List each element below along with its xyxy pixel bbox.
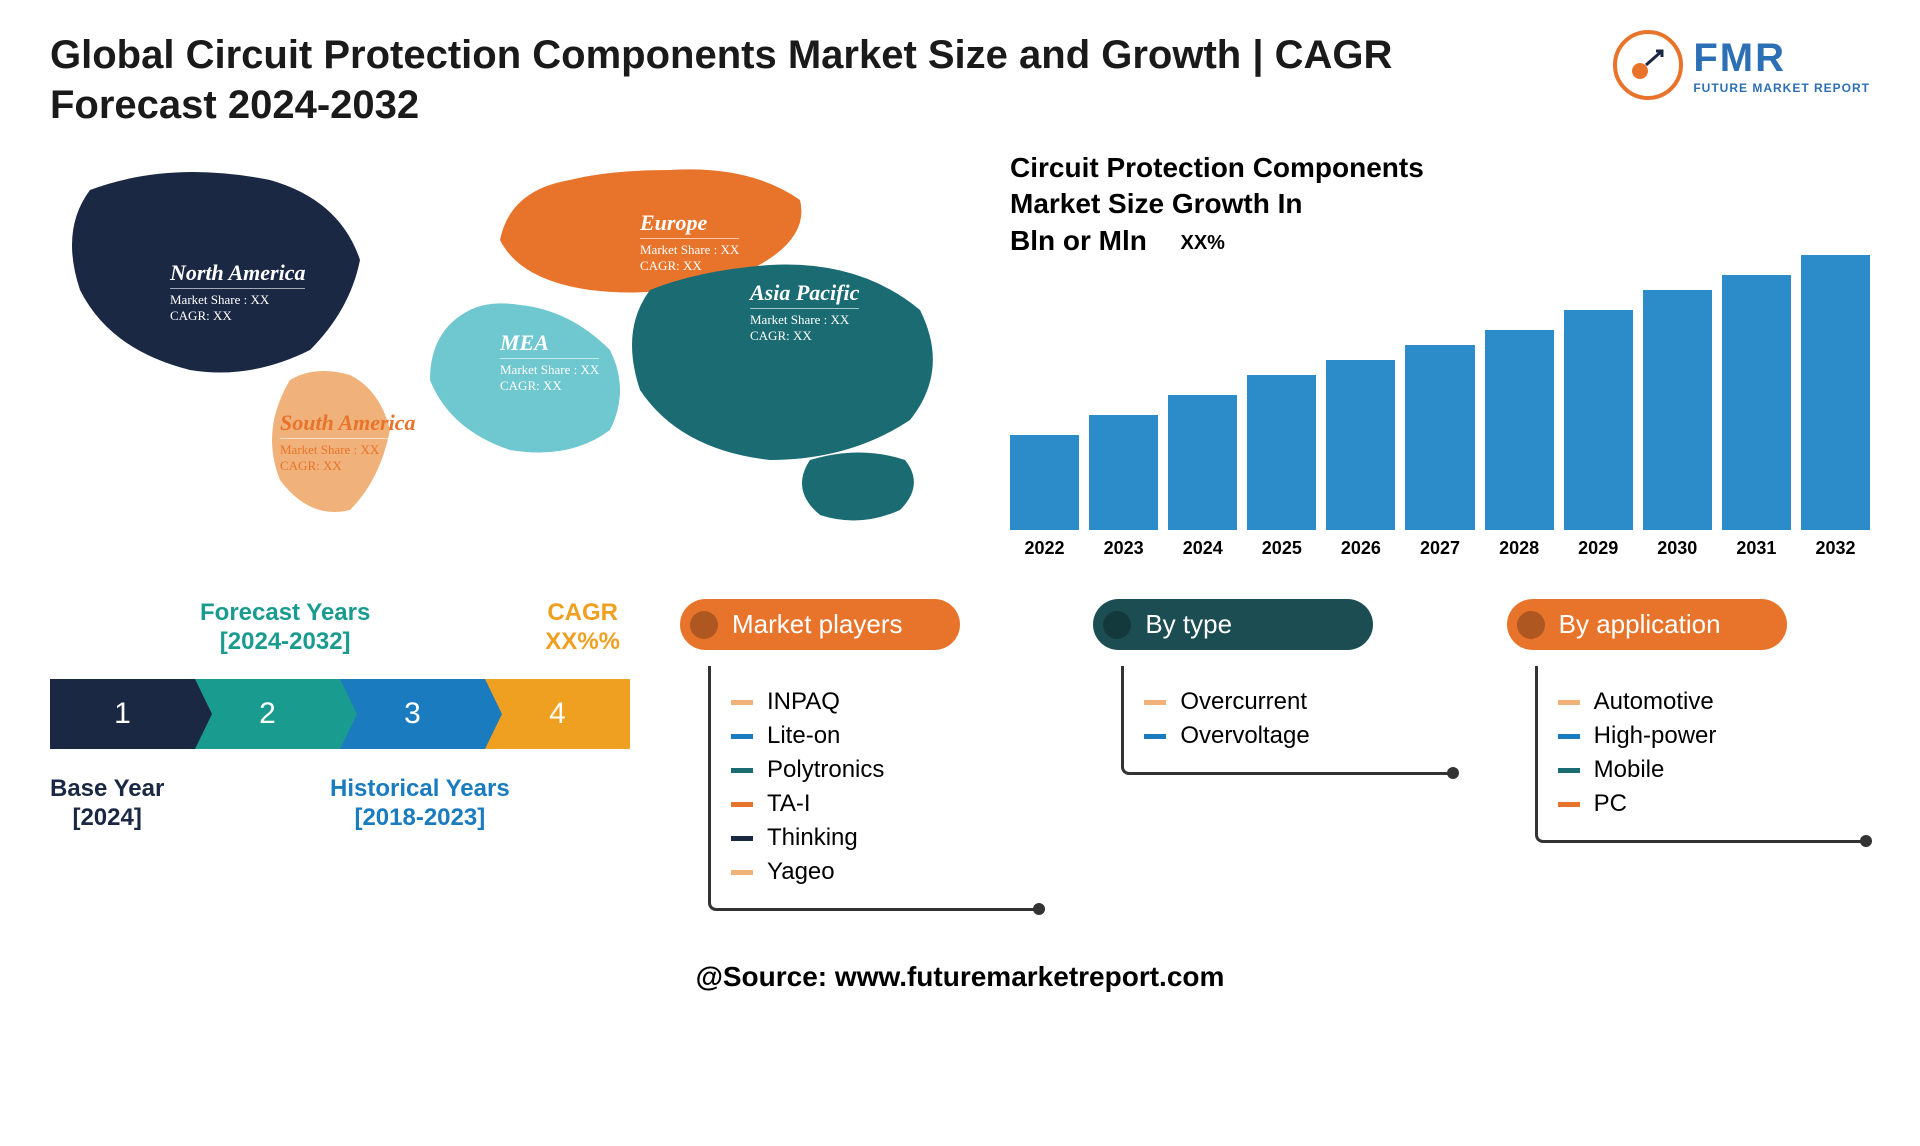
- bar-2024: XX%2024: [1168, 395, 1237, 559]
- category-0: Market players INPAQ Lite-on Polytronics TA-…: [680, 599, 1043, 911]
- bar-2022: 2022: [1010, 435, 1079, 559]
- bar-2028: 2028: [1485, 330, 1554, 559]
- bullet-icon: [1517, 611, 1545, 639]
- source-attribution: @Source: www.futuremarketreport.com: [50, 961, 1870, 993]
- list-item: Thinking: [731, 824, 1043, 852]
- cagr-label: CAGR: [547, 599, 618, 626]
- cagr-value: XX%%: [545, 628, 620, 657]
- list-item: Overcurrent: [1144, 688, 1456, 716]
- bullet-icon: [690, 611, 718, 639]
- list-item: Polytronics: [731, 756, 1043, 784]
- swatch-icon: [1144, 734, 1166, 739]
- bar-2027: 2027: [1405, 345, 1474, 559]
- logo-text-sub: FUTURE MARKET REPORT: [1693, 81, 1870, 95]
- logo: FMR FUTURE MARKET REPORT: [1613, 30, 1870, 100]
- swatch-icon: [1558, 734, 1580, 739]
- base-year-range: [2024]: [50, 804, 164, 833]
- list-item: Lite-on: [731, 722, 1043, 750]
- region-mea: MEAMarket Share : XXCAGR: XX: [500, 330, 599, 394]
- timeline-segment-4: 4: [485, 679, 630, 749]
- bullet-icon: [1103, 611, 1131, 639]
- swatch-icon: [731, 802, 753, 807]
- bar-2030: 2030: [1643, 290, 1712, 559]
- swatch-icon: [1558, 768, 1580, 773]
- region-sa: South AmericaMarket Share : XXCAGR: XX: [280, 410, 416, 474]
- swatch-icon: [731, 836, 753, 841]
- bar-2031: 2031: [1722, 275, 1791, 559]
- category-pill: By type: [1093, 599, 1373, 650]
- timeline-segment-2: 2: [195, 679, 340, 749]
- base-year-label: Base Year: [50, 775, 164, 802]
- category-list: INPAQ Lite-on Polytronics TA-I Thinking Yageo: [708, 666, 1043, 911]
- category-list: Overcurrent Overvoltage: [1121, 666, 1456, 775]
- forecast-range: [2024-2032]: [200, 628, 370, 657]
- list-item: PC: [1558, 790, 1870, 818]
- region-na: North AmericaMarket Share : XXCAGR: XX: [170, 260, 305, 324]
- category-pill: By application: [1507, 599, 1787, 650]
- fmr-logo-icon: [1613, 30, 1683, 100]
- bar-2026: 2026: [1326, 360, 1395, 559]
- world-map: North AmericaMarket Share : XXCAGR: XX So…: [50, 150, 970, 530]
- bar-2023: 2023: [1089, 415, 1158, 559]
- page-title: Global Circuit Protection Components Mar…: [50, 30, 1450, 130]
- swatch-icon: [1558, 802, 1580, 807]
- swatch-icon: [731, 870, 753, 875]
- timeline-segment-1: 1: [50, 679, 195, 749]
- swatch-icon: [731, 700, 753, 705]
- bar-2032: XX%2032: [1801, 255, 1870, 559]
- annotation-2024: XX%: [1181, 232, 1225, 255]
- swatch-icon: [731, 768, 753, 773]
- category-pill: Market players: [680, 599, 960, 650]
- category-2: By application Automotive High-power Mobile…: [1507, 599, 1870, 911]
- list-item: INPAQ: [731, 688, 1043, 716]
- timeline-segment-3: 3: [340, 679, 485, 749]
- header: Global Circuit Protection Components Mar…: [50, 30, 1870, 130]
- timeline: Forecast Years [2024-2032] CAGR XX%% 123…: [50, 599, 630, 749]
- bar-chart: Circuit Protection Components Market Siz…: [1010, 150, 1870, 559]
- bar-2029: 2029: [1564, 310, 1633, 559]
- region-eu: EuropeMarket Share : XXCAGR: XX: [640, 210, 739, 274]
- swatch-icon: [731, 734, 753, 739]
- swatch-icon: [1144, 700, 1166, 705]
- logo-text-main: FMR: [1693, 36, 1870, 81]
- swatch-icon: [1558, 700, 1580, 705]
- list-item: High-power: [1558, 722, 1870, 750]
- forecast-label: Forecast Years: [200, 599, 370, 626]
- list-item: Automotive: [1558, 688, 1870, 716]
- list-item: Yageo: [731, 858, 1043, 886]
- category-1: By type Overcurrent Overvoltage: [1093, 599, 1456, 911]
- historical-range: [2018-2023]: [330, 804, 510, 833]
- bar-2025: 2025: [1247, 375, 1316, 559]
- list-item: Overvoltage: [1144, 722, 1456, 750]
- chart-title: Circuit Protection Components Market Siz…: [1010, 150, 1870, 259]
- category-list: Automotive High-power Mobile PC: [1535, 666, 1870, 843]
- historical-label: Historical Years: [330, 775, 510, 802]
- region-ap: Asia PacificMarket Share : XXCAGR: XX: [750, 280, 859, 344]
- list-item: TA-I: [731, 790, 1043, 818]
- list-item: Mobile: [1558, 756, 1870, 784]
